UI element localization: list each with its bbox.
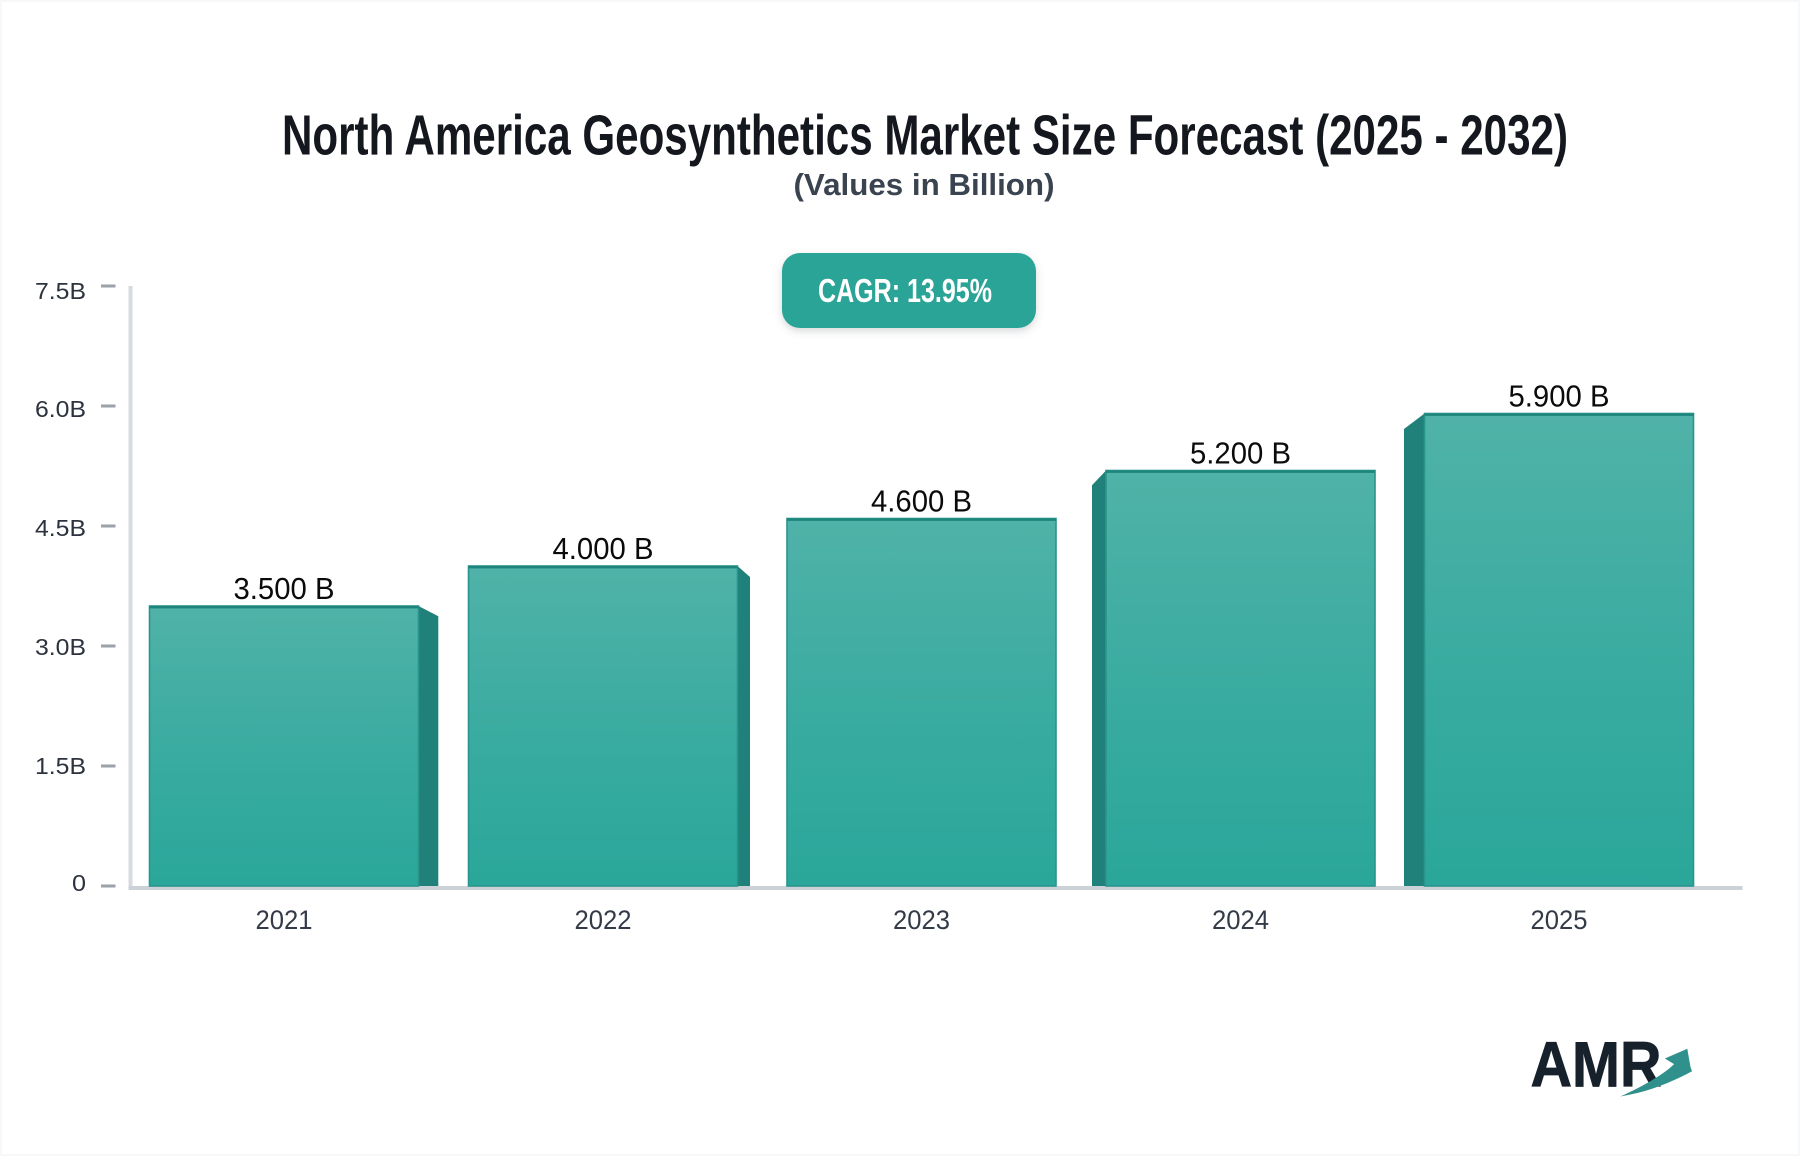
- svg-text:4.600 B: 4.600 B: [871, 484, 972, 519]
- svg-text:4.5B: 4.5B: [35, 515, 86, 541]
- svg-text:2025: 2025: [1531, 905, 1588, 935]
- svg-text:North America Geosynthetics Ma: North America Geosynthetics Market Size …: [282, 104, 1568, 167]
- svg-text:CAGR: 13.95%: CAGR: 13.95%: [818, 272, 992, 309]
- svg-text:(Values in Billion): (Values in Billion): [794, 167, 1055, 202]
- svg-text:1.5B: 1.5B: [35, 753, 86, 779]
- svg-text:2022: 2022: [575, 905, 632, 935]
- svg-text:0: 0: [72, 870, 86, 896]
- svg-text:4.000 B: 4.000 B: [553, 531, 654, 566]
- svg-text:2023: 2023: [893, 905, 950, 935]
- svg-text:3.0B: 3.0B: [35, 634, 86, 660]
- svg-text:7.5B: 7.5B: [35, 278, 86, 304]
- svg-text:2024: 2024: [1212, 905, 1269, 935]
- svg-text:6.0B: 6.0B: [35, 396, 86, 422]
- svg-text:3.500 B: 3.500 B: [234, 571, 335, 606]
- svg-text:2021: 2021: [256, 905, 313, 935]
- svg-text:5.200 B: 5.200 B: [1190, 436, 1291, 471]
- svg-text:5.900 B: 5.900 B: [1509, 379, 1610, 414]
